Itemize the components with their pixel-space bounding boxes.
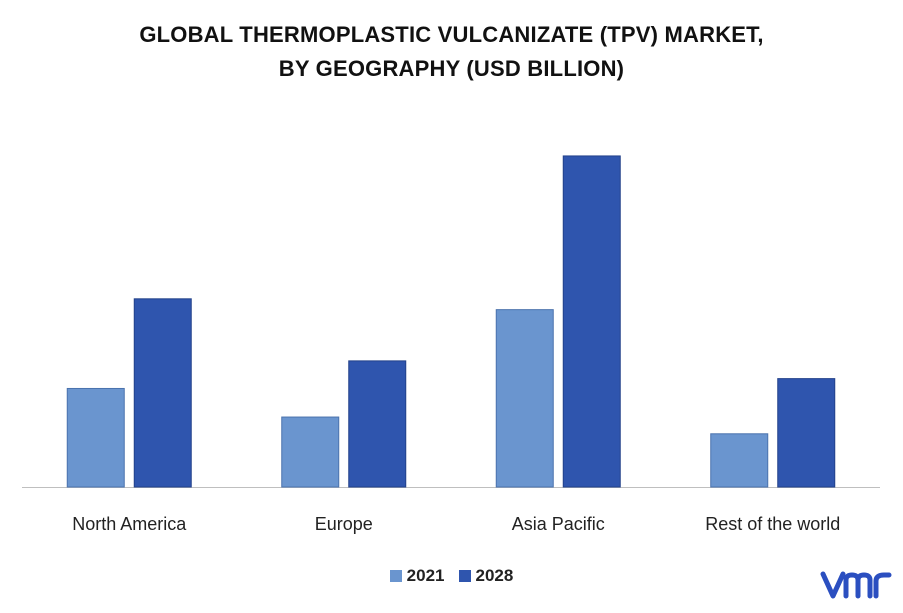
bar-rest-of-the-world-2021 <box>710 433 769 488</box>
bar-asia-pacific-2028 <box>562 155 621 488</box>
chart-legend: 2021 2028 <box>0 566 903 586</box>
bar-europe-2028 <box>348 360 407 488</box>
chart-title-line-2: BY GEOGRAPHY (USD BILLION) <box>278 56 625 81</box>
bar-rest-of-the-world-2028 <box>777 378 836 488</box>
chart-title: GLOBAL THERMOPLASTIC VULCANIZATE (TPV) M… <box>0 18 903 86</box>
bar-asia-pacific-2021 <box>495 309 554 488</box>
bar-north-america-2021 <box>66 387 125 488</box>
chart-title-line-1: GLOBAL THERMOPLASTIC VULCANIZATE (TPV) M… <box>139 22 764 47</box>
vmr-logo <box>820 571 892 599</box>
x-tick-label: Rest of the world <box>705 514 840 534</box>
legend-item-2028: 2028 <box>458 566 514 586</box>
legend-label-2028: 2028 <box>475 566 514 585</box>
bar-north-america-2028 <box>133 298 192 488</box>
bar-europe-2021 <box>281 416 340 488</box>
legend-label-2021: 2021 <box>406 566 445 585</box>
legend-swatch-2028 <box>458 570 471 582</box>
x-tick-label: Asia Pacific <box>512 514 605 534</box>
x-tick-label: North America <box>72 514 187 534</box>
x-tick-label: Europe <box>315 514 373 534</box>
legend-swatch-2021 <box>389 570 402 582</box>
legend-item-2021: 2021 <box>389 566 445 586</box>
